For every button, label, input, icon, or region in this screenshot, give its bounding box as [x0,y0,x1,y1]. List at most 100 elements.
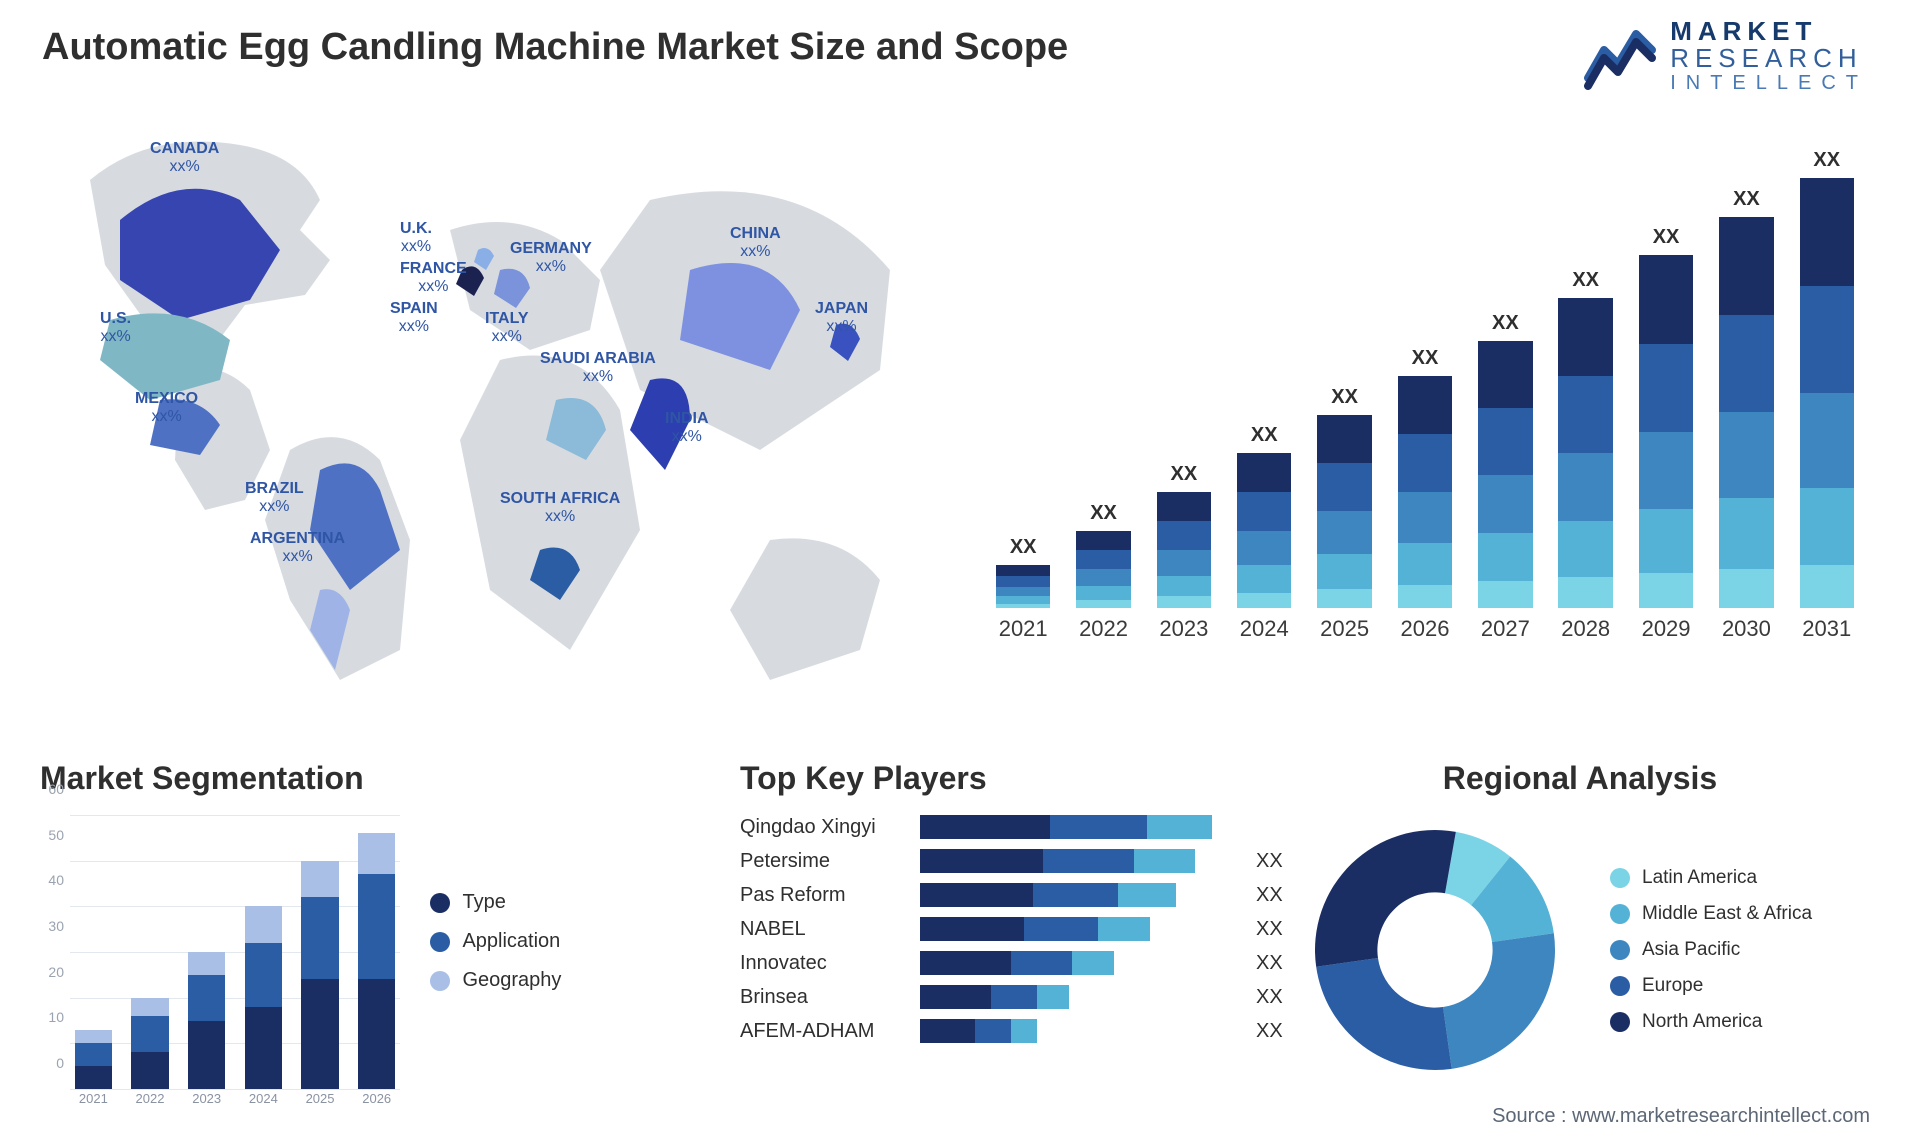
bar-segment [1478,533,1532,581]
bar-segment [1317,463,1371,511]
legend-dot [1610,1012,1630,1032]
segmentation-title: Market Segmentation [40,760,610,797]
bar-segment [1237,492,1291,531]
legend-dot [1610,868,1630,888]
segmentation-legend: TypeApplicationGeography [430,875,561,1008]
legend-dot [1610,904,1630,924]
legend-label: Middle East & Africa [1642,903,1812,925]
main-bar-xlabel: 2022 [1070,610,1136,650]
bar-segment [1398,434,1452,492]
main-bar-xlabel: 2025 [1311,610,1377,650]
bar-segment [1639,573,1693,608]
main-bar-column: XX [1311,386,1377,608]
main-bar-xlabel: 2031 [1794,610,1860,650]
bar-segment [1639,509,1693,572]
seg-bar-segment [245,1007,282,1089]
regional-legend-item: Europe [1610,975,1812,997]
main-bar-column: XX [1713,188,1779,608]
legend-label: Latin America [1642,867,1757,889]
tkp-bar [920,849,1244,873]
main-bar-column: XX [1472,312,1538,608]
seg-bar-segment [301,861,338,898]
tkp-bar-segment [1043,849,1134,873]
bar-segment [1478,475,1532,534]
seg-bar-segment [358,833,395,874]
world-map-svg [30,120,950,740]
seg-ytick: 60 [48,781,64,797]
bar-segment [1076,600,1130,608]
bar-segment [1800,488,1854,565]
bar-segment [1558,298,1612,375]
regional-donut [1300,815,1570,1085]
donut-slice [1315,830,1456,967]
seg-bar-segment [245,943,282,1007]
bar-segment [1398,585,1452,608]
bar-segment [1157,550,1211,576]
bar-top-label: XX [1412,347,1439,370]
tkp-bar-segment [1134,849,1196,873]
bar-segment [1237,453,1291,492]
seg-bar-column [297,861,344,1089]
tkp-bar-segment [1098,917,1150,941]
bar-segment [1558,453,1612,521]
tkp-bar-segment [1072,951,1114,975]
tkp-name: Brinsea [740,986,920,1009]
map-label: U.K.xx% [400,220,432,257]
tkp-bar-segment [920,1019,975,1043]
seg-xlabel: 2022 [127,1091,174,1115]
bar-segment [1719,315,1773,413]
bar-segment [996,565,1050,576]
tkp-bar-segment [920,815,1050,839]
bar-segment [1800,565,1854,608]
bar-segment [1719,412,1773,498]
map-label: BRAZILxx% [245,480,304,517]
tkp-bar-segment [1024,917,1099,941]
legend-dot [430,932,450,952]
tkp-value-label: XX [1256,884,1300,907]
tkp-bar [920,883,1244,907]
seg-bar-column [240,906,287,1089]
seg-bar-segment [301,979,338,1089]
tkp-bar-segment [975,1019,1011,1043]
main-bar-column: XX [1794,149,1860,608]
bar-top-label: XX [1331,386,1358,409]
brand-logo: MARKET RESEARCH INTELLECT [1584,18,1868,94]
bar-segment [1639,432,1693,510]
tkp-name: NABEL [740,918,920,941]
bar-segment [1719,217,1773,315]
tkp-bar-segment [1011,951,1073,975]
bar-top-label: XX [1572,269,1599,292]
map-label: INDIAxx% [665,410,709,447]
tkp-row: NABELXX [740,917,1300,941]
bar-segment [1237,531,1291,565]
map-label: SPAINxx% [390,300,438,337]
bar-top-label: XX [1733,188,1760,211]
bar-segment [1317,511,1371,554]
tkp-bar-segment [1037,985,1069,1009]
tkp-bar-segment [920,951,1011,975]
bar-segment [1800,393,1854,488]
seg-ytick: 20 [48,964,64,980]
tkp-row: PetersimeXX [740,849,1300,873]
seg-bar-segment [75,1030,112,1044]
main-bar-chart: XXXXXXXXXXXXXXXXXXXXXX 20212022202320242… [990,140,1860,650]
seg-bar-segment [188,975,225,1021]
seg-legend-item: Type [430,891,561,914]
tkp-value-label: XX [1256,986,1300,1009]
tkp-bar [920,815,1244,839]
donut-slice [1443,933,1555,1069]
map-label: SAUDI ARABIAxx% [540,350,656,387]
bar-segment [1558,521,1612,577]
tkp-bar-segment [920,917,1024,941]
legend-dot [1610,940,1630,960]
tkp-bar [920,985,1244,1009]
seg-ytick: 40 [48,872,64,888]
legend-dot [430,971,450,991]
bar-segment [1317,554,1371,589]
seg-legend-item: Geography [430,969,561,992]
bar-segment [1157,492,1211,521]
tkp-bar-segment [920,985,991,1009]
tkp-name: AFEM-ADHAM [740,1020,920,1043]
logo-icon [1584,20,1656,92]
tkp-bar-segment [920,883,1033,907]
